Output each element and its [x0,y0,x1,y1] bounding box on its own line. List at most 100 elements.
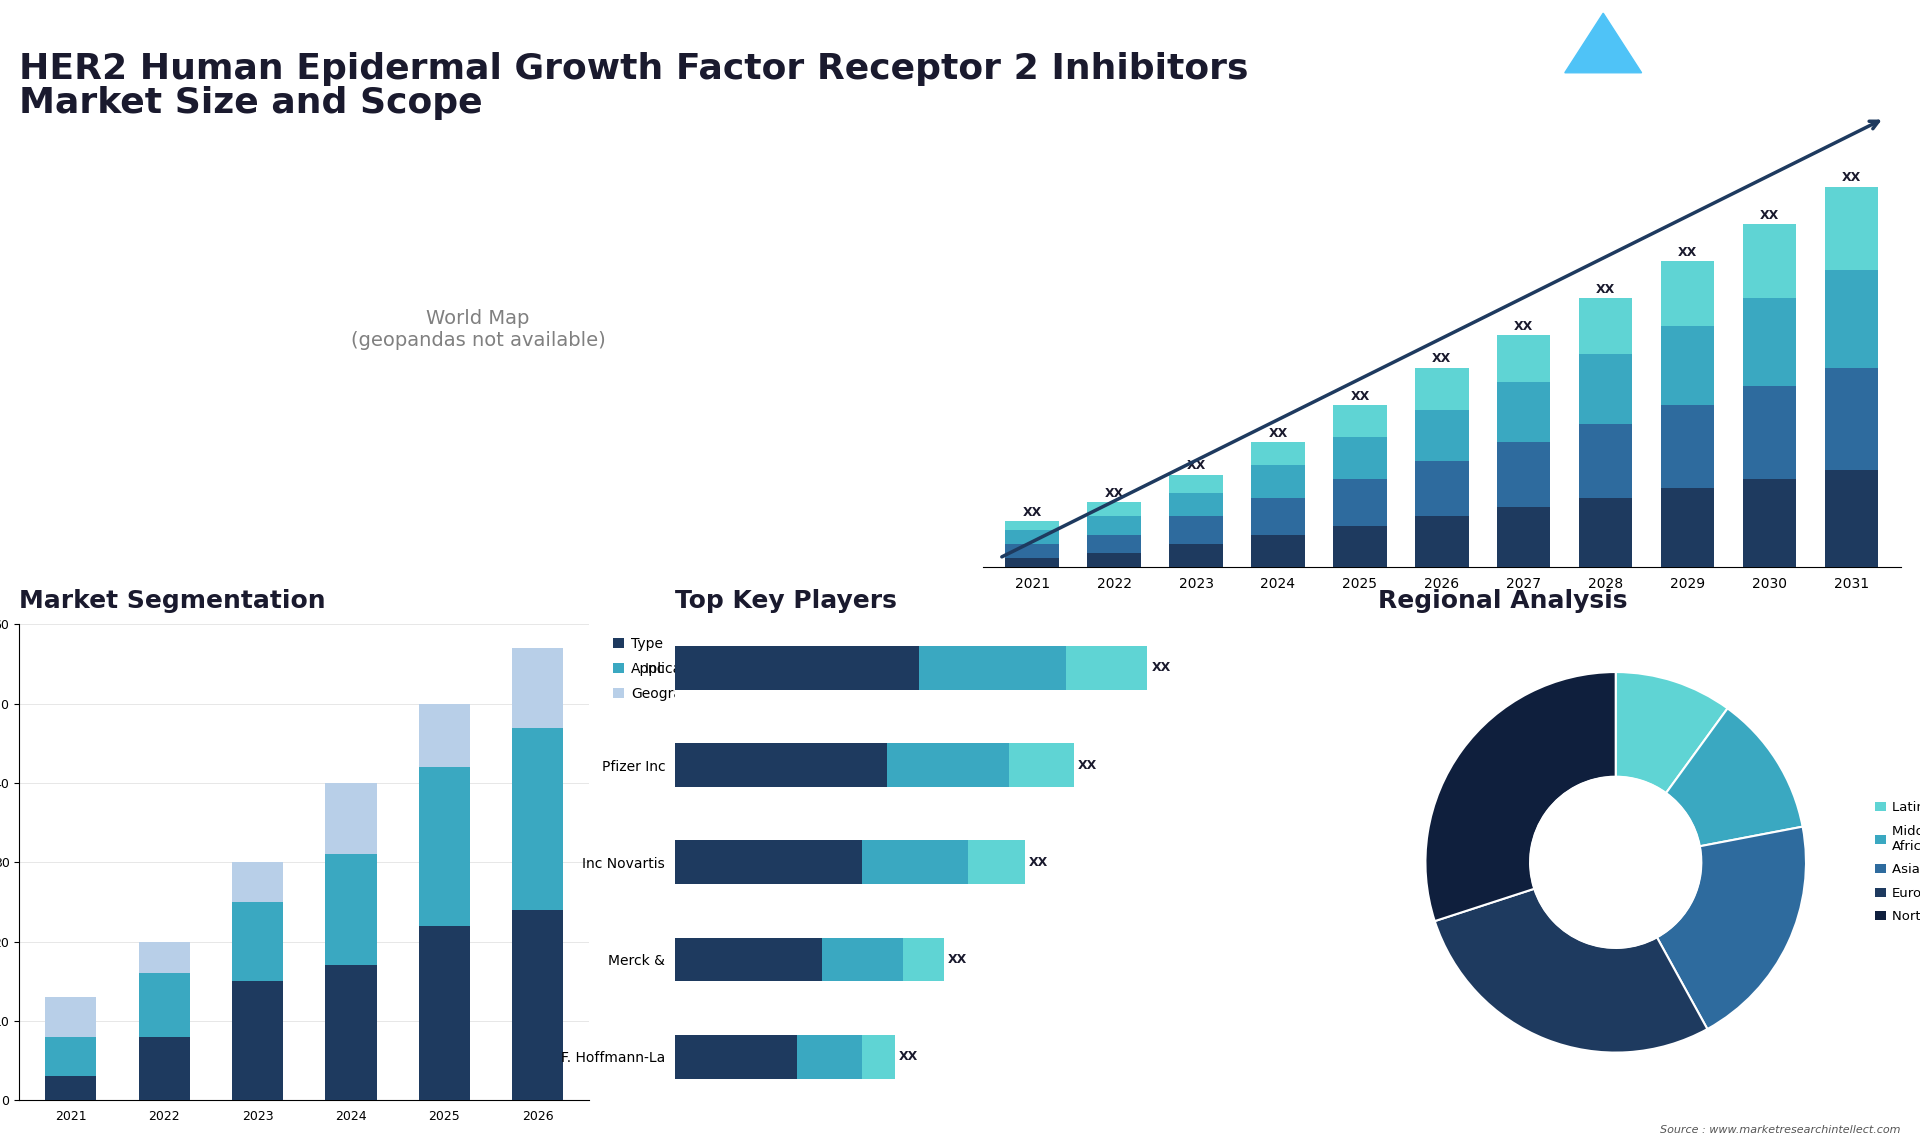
Text: XX: XX [1678,245,1697,259]
Text: MARKET: MARKET [1695,34,1761,49]
Bar [1252,535,1304,567]
Bar [232,862,284,902]
Bar [1169,493,1223,517]
Bar [1743,223,1797,298]
Bar [1661,261,1715,327]
Bar [419,704,470,767]
Bar [902,937,945,981]
Bar [1252,465,1304,497]
Bar [232,902,284,981]
Bar [1661,327,1715,405]
Bar [1415,368,1469,409]
Polygon shape [1565,13,1642,73]
Text: XX: XX [1350,390,1369,402]
Bar [419,767,470,926]
Text: XX: XX [1187,460,1206,472]
Bar [822,937,902,981]
Bar [1087,517,1140,535]
Bar [1415,461,1469,517]
Bar [324,855,376,965]
Bar [1252,497,1304,535]
Wedge shape [1425,672,1617,921]
Bar [1578,497,1632,567]
Bar [1498,382,1551,442]
Text: XX: XX [948,953,968,966]
Bar [1006,558,1058,567]
Bar [1826,270,1878,368]
Bar [232,981,284,1100]
Text: XX: XX [1515,320,1534,333]
Text: XX: XX [1432,353,1452,366]
Bar [1578,424,1632,497]
Bar [968,840,1025,885]
Text: XX: XX [1596,283,1615,296]
Text: XX: XX [1152,661,1171,675]
Bar [138,942,190,973]
Bar [1826,470,1878,567]
Bar [1006,531,1058,544]
Bar [1415,409,1469,461]
Text: Top Key Players: Top Key Players [676,589,897,613]
Bar [676,744,887,787]
Text: World Map
(geopandas not available): World Map (geopandas not available) [351,309,605,350]
Bar [1743,298,1797,386]
Bar [1087,554,1140,567]
Bar [138,1037,190,1100]
Bar [1415,517,1469,567]
Bar [513,649,563,728]
Bar [1743,386,1797,479]
Bar [1006,521,1058,531]
Wedge shape [1667,708,1803,846]
Bar [1661,405,1715,488]
Text: Source : www.marketresearchintellect.com: Source : www.marketresearchintellect.com [1661,1124,1901,1135]
Bar [1332,479,1386,526]
Text: XX: XX [1269,426,1288,440]
Legend: Type, Application, Geography: Type, Application, Geography [609,631,714,707]
Text: XX: XX [1104,487,1123,500]
Bar [1578,354,1632,424]
Bar [44,1037,96,1076]
Wedge shape [1434,889,1707,1052]
Bar [887,744,1008,787]
Bar [1332,405,1386,438]
Bar [676,646,920,690]
Text: HER2 Human Epidermal Growth Factor Receptor 2 Inhibitors: HER2 Human Epidermal Growth Factor Recep… [19,52,1248,86]
Bar [1169,544,1223,567]
Circle shape [1530,777,1701,948]
Wedge shape [1617,672,1728,793]
Bar [1743,479,1797,567]
Bar [1169,474,1223,493]
Text: XX: XX [1761,209,1780,221]
Bar [1087,502,1140,517]
Wedge shape [1657,826,1807,1029]
Bar [1498,336,1551,382]
Bar [1498,507,1551,567]
Bar [513,910,563,1100]
Bar [1332,438,1386,479]
Bar [1066,646,1148,690]
Bar [1498,442,1551,507]
Text: Regional Analysis: Regional Analysis [1379,589,1628,613]
Text: Market Segmentation: Market Segmentation [19,589,326,613]
Bar [1826,187,1878,270]
Bar [513,728,563,910]
Bar [1332,526,1386,567]
Bar [676,937,822,981]
Bar [1169,517,1223,544]
Bar [1826,368,1878,470]
Bar [1661,488,1715,567]
Bar [138,973,190,1037]
Text: XX: XX [1841,172,1860,185]
Bar [676,840,862,885]
Bar [1008,744,1073,787]
Bar [676,1035,797,1078]
Text: XX: XX [899,1050,918,1063]
Bar [862,840,968,885]
Text: INTELLECT: INTELLECT [1692,84,1764,96]
Text: XX: XX [1079,759,1098,771]
Text: XX: XX [1029,856,1048,869]
Bar [862,1035,895,1078]
Text: XX: XX [1023,505,1043,519]
Bar [419,926,470,1100]
Bar [1087,535,1140,554]
